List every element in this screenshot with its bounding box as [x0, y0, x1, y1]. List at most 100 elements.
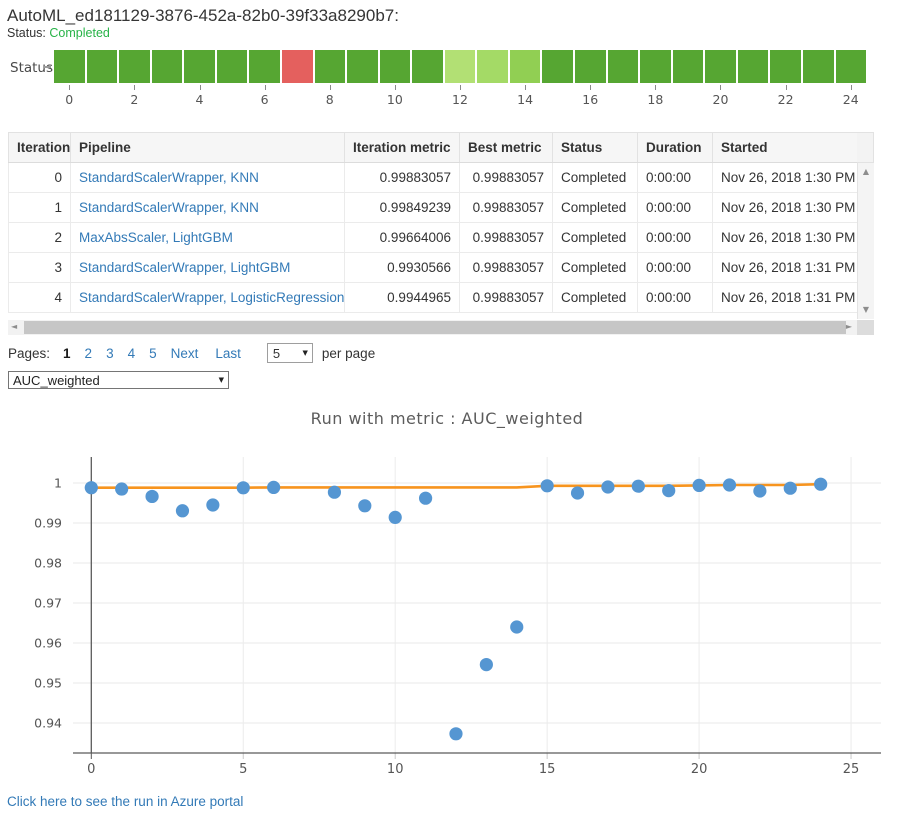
- status-tick-label: 14: [517, 92, 534, 107]
- data-point: [814, 477, 828, 491]
- status-cell-17[interactable]: [607, 50, 639, 83]
- scroll-right-icon[interactable]: ►: [845, 322, 852, 331]
- pipeline-link[interactable]: StandardScalerWrapper, KNN: [79, 200, 259, 215]
- status-cell-23[interactable]: [802, 50, 834, 83]
- col-header-status: Status: [552, 132, 638, 163]
- cell-status: Completed: [552, 162, 638, 193]
- status-tick-mark: [590, 85, 592, 90]
- y-tick-label: 0.99: [34, 516, 62, 531]
- data-point: [692, 478, 706, 492]
- scroll-left-icon[interactable]: ◄: [11, 322, 18, 331]
- cell-started: Nov 26, 2018 1:30 PM: [712, 162, 858, 193]
- status-cell-0[interactable]: [54, 50, 85, 83]
- status-tick-mark: [69, 85, 71, 90]
- x-tick-label: 0: [87, 762, 95, 777]
- vertical-scrollbar[interactable]: ▲ ▼: [857, 163, 874, 319]
- dropdown-arrow-icon: ▼: [302, 349, 308, 357]
- status-cell-9[interactable]: [347, 50, 378, 83]
- status-cell-8[interactable]: [314, 50, 346, 83]
- scroll-up-icon[interactable]: ▲: [862, 167, 870, 176]
- status-tick-mark: [394, 85, 396, 90]
- run-title: AutoML_ed181129-3876-452a-82b0-39f33a829…: [7, 6, 399, 25]
- chart-title: Run with metric : AUC_weighted: [311, 409, 584, 429]
- cell-iteration-metric: 0.9944965: [344, 282, 460, 313]
- cell-duration: 0:00:00: [637, 192, 713, 223]
- status-tick-mark: [785, 85, 787, 90]
- pipeline-link[interactable]: StandardScalerWrapper, LightGBM: [79, 260, 291, 275]
- status-cell-24[interactable]: [835, 50, 867, 83]
- status-tick-label: 20: [712, 92, 729, 107]
- cell-iteration: 1: [8, 192, 71, 223]
- status-cell-2[interactable]: [119, 50, 150, 83]
- status-cell-10[interactable]: [379, 50, 411, 83]
- data-point: [388, 510, 402, 524]
- status-cell-4[interactable]: [184, 50, 215, 83]
- col-header-iteration: Iteration: [8, 132, 71, 163]
- cell-status: Completed: [552, 252, 638, 283]
- status-cell-1[interactable]: [86, 50, 118, 83]
- cell-iteration: 3: [8, 252, 71, 283]
- col-header-started: Started: [712, 132, 858, 163]
- pipeline-link[interactable]: StandardScalerWrapper, LogisticRegressio…: [79, 290, 345, 305]
- page-size-select[interactable]: 5 ▼: [266, 343, 313, 363]
- table-row: 2 MaxAbsScaler, LightGBM 0.99664006 0.99883…: [8, 222, 858, 253]
- data-point: [236, 481, 250, 495]
- status-tick-mark: [264, 85, 266, 90]
- status-tick-label: 10: [386, 92, 403, 107]
- page-link-4[interactable]: 4: [127, 345, 136, 361]
- status-cell-6[interactable]: [249, 50, 280, 83]
- status-tick-label: 4: [195, 92, 204, 107]
- data-point: [783, 481, 797, 495]
- page-link-3[interactable]: 3: [106, 345, 114, 361]
- last-page-link[interactable]: Last: [215, 345, 241, 361]
- status-cell-12[interactable]: [444, 50, 476, 83]
- status-cell-5[interactable]: [216, 50, 248, 83]
- status-cell-13[interactable]: [477, 50, 508, 83]
- scroll-down-icon[interactable]: ▼: [862, 305, 870, 314]
- metric-select[interactable]: AUC_weighted ▼: [8, 371, 229, 389]
- status-tick-mark: [460, 85, 461, 90]
- y-axis-tick-mark: [44, 66, 51, 68]
- cell-status: Completed: [552, 192, 638, 223]
- status-tick-label: 16: [582, 92, 599, 107]
- status-cell-22[interactable]: [770, 50, 801, 83]
- status-cell-20[interactable]: [705, 50, 736, 83]
- y-tick-label: 1: [54, 476, 62, 491]
- next-page-link[interactable]: Next: [170, 345, 199, 361]
- status-cell-3[interactable]: [151, 50, 183, 83]
- status-cell-14[interactable]: [509, 50, 541, 83]
- page-link-5[interactable]: 5: [149, 345, 157, 361]
- cell-started: Nov 26, 2018 1:30 PM: [712, 192, 858, 223]
- data-point: [662, 484, 676, 498]
- page-link-2[interactable]: 2: [84, 345, 93, 361]
- status-cell-16[interactable]: [575, 50, 606, 83]
- pipeline-link[interactable]: MaxAbsScaler, LightGBM: [79, 230, 233, 245]
- data-point: [449, 727, 463, 741]
- horizontal-scrollbar[interactable]: ◄ ►: [8, 320, 874, 335]
- status-cell-15[interactable]: [542, 50, 573, 83]
- table-row: 0 StandardScalerWrapper, KNN 0.99883057 0.9…: [8, 162, 858, 193]
- cell-iteration-metric: 0.9930566: [344, 252, 460, 283]
- status-cell-19[interactable]: [672, 50, 704, 83]
- azure-portal-link[interactable]: Click here to see the run in Azure porta…: [7, 794, 244, 809]
- metric-select-value: AUC_weighted: [13, 372, 100, 388]
- status-cell-18[interactable]: [640, 50, 671, 83]
- cell-best-metric: 0.99883057: [459, 222, 553, 253]
- status-tick-mark: [720, 85, 722, 90]
- cell-iteration-metric: 0.99883057: [344, 162, 460, 193]
- scrollbar-header-cap: [857, 132, 874, 163]
- data-point: [540, 479, 554, 493]
- status-cell-21[interactable]: [737, 50, 769, 83]
- data-point: [115, 482, 129, 496]
- horizontal-scroll-thumb[interactable]: [24, 321, 846, 334]
- table-header-row: Iteration Pipeline Iteration metric Best me…: [8, 132, 858, 163]
- status-cell-11[interactable]: [412, 50, 443, 83]
- cell-pipeline: StandardScalerWrapper, LightGBM: [70, 252, 345, 283]
- cell-duration: 0:00:00: [637, 222, 713, 253]
- data-point: [753, 484, 767, 498]
- x-tick-label: 10: [387, 762, 404, 777]
- status-cell-7[interactable]: [281, 50, 313, 83]
- y-tick-label: 0.97: [34, 596, 62, 611]
- pipeline-link[interactable]: StandardScalerWrapper, KNN: [79, 170, 259, 185]
